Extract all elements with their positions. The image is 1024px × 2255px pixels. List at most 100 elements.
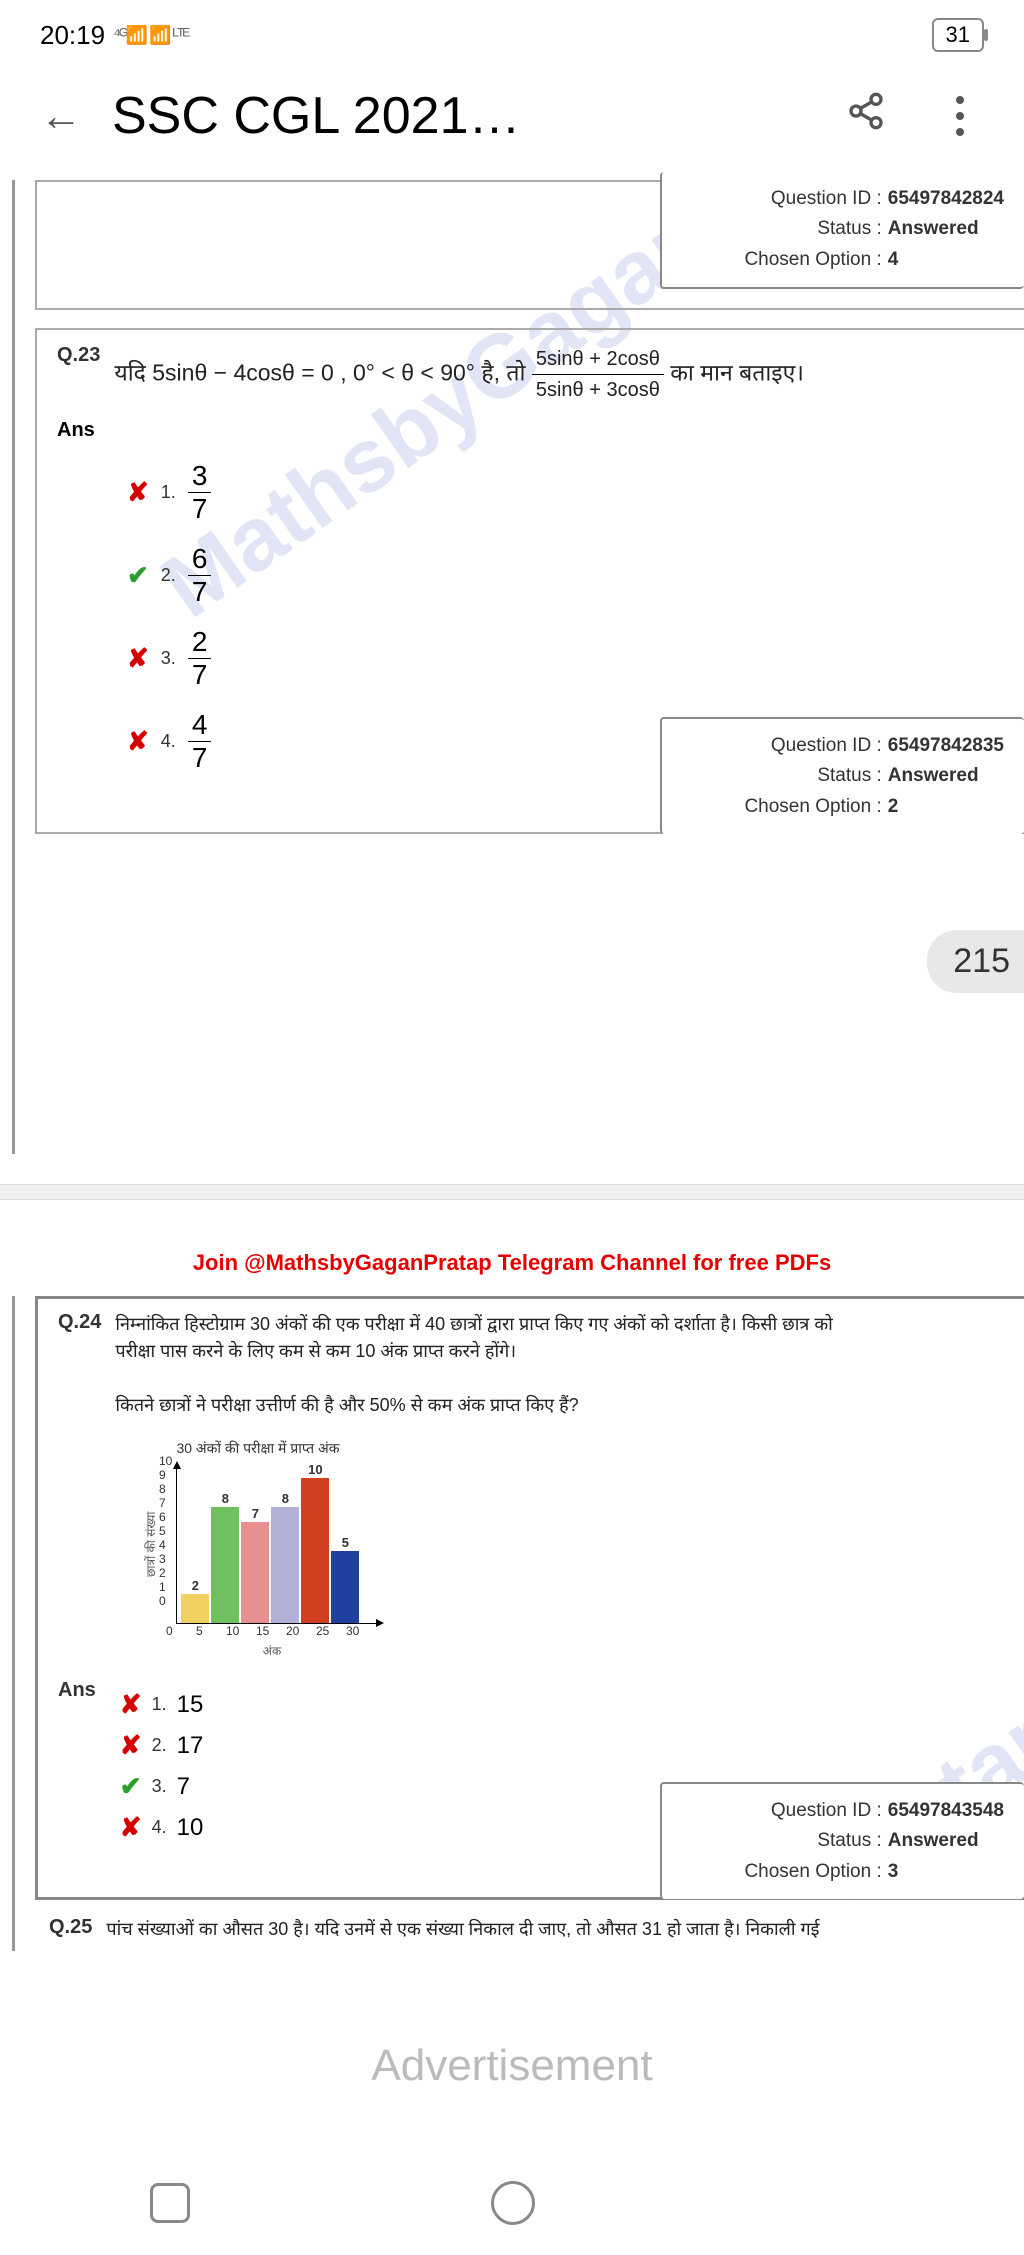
home-button[interactable] [491, 2181, 535, 2225]
ytick: 6 [159, 1510, 172, 1524]
blank-space [15, 834, 1024, 1154]
chart-bar: 2 [181, 1594, 209, 1623]
q23-ans-label: Ans [37, 405, 1024, 442]
bar-value: 7 [241, 1506, 269, 1521]
q24-line1: निम्नांकित हिस्टोग्राम 30 अंकों की एक पर… [115, 1314, 832, 1334]
option-number: 3. [161, 648, 176, 669]
xtick: 10 [226, 1624, 254, 1638]
chart-bar: 5 [331, 1551, 359, 1623]
bar-value: 5 [331, 1535, 359, 1550]
q24-ans-label: Ans [58, 1679, 96, 1853]
option-number: 4. [152, 1817, 167, 1838]
bar-value: 8 [211, 1491, 239, 1506]
chart-bar: 8 [211, 1507, 239, 1623]
ytick: 9 [159, 1468, 172, 1482]
cross-icon: ✘ [120, 1730, 142, 1761]
q23-fraction: 5sinθ + 2cosθ5sinθ + 3cosθ [532, 344, 664, 405]
q24-number: Q.24 [58, 1311, 101, 1419]
chosen-label: Chosen Option : [722, 792, 882, 822]
option-item: ✘ 3. 27 [127, 626, 1004, 691]
option-value: 27 [188, 626, 212, 691]
ytick: 1 [159, 1580, 172, 1594]
option-value: 37 [188, 460, 212, 525]
option-number: 1. [161, 482, 176, 503]
q23-header: Q.23 यदि 5sinθ − 4cosθ = 0 , 0° < θ < 90… [37, 344, 1024, 405]
option-number: 3. [152, 1776, 167, 1797]
qid-value: 65497842824 [888, 188, 1004, 209]
histogram-chart: 30 अंकों की परीक्षा में प्राप्त अंक छात्… [138, 1439, 378, 1659]
cross-icon: ✘ [127, 643, 149, 674]
xtick: 0 [166, 1624, 194, 1638]
xtick: 25 [316, 1624, 344, 1638]
app-title: SSC CGL 2021… [112, 86, 816, 146]
prev-question-tail: Question ID : 65497842824 Status : Answere… [35, 180, 1024, 310]
qid-value: 65497843548 [888, 1800, 1004, 1821]
qid-value: 65497842835 [888, 735, 1004, 756]
status-label: Status : [722, 761, 882, 791]
option-number: 4. [161, 731, 176, 752]
qid-label: Question ID : [722, 731, 882, 761]
bar-value: 10 [301, 1462, 329, 1477]
chart-bar: 7 [241, 1522, 269, 1623]
q25-number: Q.25 [49, 1916, 92, 1943]
status-label: Status : [722, 1826, 882, 1856]
qid-label: Question ID : [722, 1796, 882, 1826]
chart-ylabel: छात्रों की संख्या [138, 1464, 159, 1624]
back-button[interactable] [836, 2181, 874, 2225]
q24-line3: कितने छात्रों ने परीक्षा उत्तीर्ण की है … [115, 1395, 578, 1415]
page-number-badge: 215 [927, 930, 1024, 993]
cross-icon: ✘ [127, 726, 149, 757]
q23-number: Q.23 [57, 344, 100, 405]
q23-text: यदि 5sinθ − 4cosθ = 0 , 0° < θ < 90° है,… [114, 344, 804, 405]
ytick: 8 [159, 1482, 172, 1496]
chart-xlabel: अंक [138, 1642, 378, 1659]
clock-time: 20:19 [40, 20, 105, 51]
document-page-2: Pratap Q.24 निम्नांकित हिस्टोग्राम 30 अं… [12, 1296, 1024, 1951]
option-value: 67 [188, 543, 212, 608]
system-nav-bar [0, 2141, 1024, 2255]
option-number: 1. [152, 1694, 167, 1715]
status-value: Answered [888, 765, 979, 786]
recents-button[interactable] [150, 2183, 190, 2223]
phone-status-bar: 20:19 ⁴ᴳ📶 📶 ᴸᵀᴱ 31 [0, 0, 1024, 62]
xtick: 5 [196, 1624, 224, 1638]
option-item: ✔3.7 [120, 1771, 204, 1802]
option-number: 2. [152, 1735, 167, 1756]
share-icon[interactable] [846, 91, 886, 141]
chosen-value: 4 [888, 249, 899, 270]
page-divider [0, 1184, 1024, 1200]
q23-text-post: का मान बताइए। [670, 360, 804, 386]
status-right: 31 [932, 18, 984, 52]
check-icon: ✔ [120, 1771, 142, 1802]
question-24-block: Q.24 निम्नांकित हिस्टोग्राम 30 अंकों की … [35, 1296, 1024, 1900]
cross-icon: ✘ [120, 1812, 142, 1843]
bar-value: 8 [271, 1491, 299, 1506]
status-label: Status : [722, 214, 882, 244]
chosen-label: Chosen Option : [722, 1857, 882, 1887]
status-box-q24: Question ID : 65497843548 Status : Answere… [660, 1782, 1024, 1899]
ytick: 4 [159, 1538, 172, 1552]
option-value: 47 [188, 709, 212, 774]
cross-icon: ✘ [127, 477, 149, 508]
back-arrow-icon[interactable]: ← [40, 92, 82, 140]
telegram-promo: Join @MathsbyGaganPratap Telegram Channe… [0, 1200, 1024, 1296]
xtick: 30 [346, 1624, 374, 1638]
status-value: Answered [888, 1830, 979, 1851]
chosen-value: 2 [888, 796, 899, 817]
status-value: Answered [888, 218, 979, 239]
option-value: 15 [177, 1691, 204, 1719]
chart-bar: 8 [271, 1507, 299, 1623]
option-item: ✘2.17 [120, 1730, 204, 1761]
chart-plot: 2878105 [176, 1464, 378, 1624]
qid-label: Question ID : [722, 184, 882, 214]
overflow-menu-icon[interactable] [936, 96, 984, 136]
document-page-1: MathsbyGagan Question ID :65497842824 St… [12, 180, 1024, 1154]
signal-icons: ⁴ᴳ📶 📶 ᴸᵀᴱ [113, 25, 188, 46]
option-item: ✔2.67 [127, 543, 1004, 608]
chosen-value: 3 [888, 1861, 899, 1882]
chart-title: 30 अंकों की परीक्षा में प्राप्त अंक [138, 1439, 378, 1458]
q25-text: पांच संख्याओं का औसत 30 है। यदि उनमें से… [106, 1916, 819, 1943]
status-box-prev: Question ID : 65497842824 Status : Answere… [660, 172, 1024, 289]
cross-icon: ✘ [120, 1689, 142, 1720]
chart-bar: 10 [301, 1478, 329, 1623]
